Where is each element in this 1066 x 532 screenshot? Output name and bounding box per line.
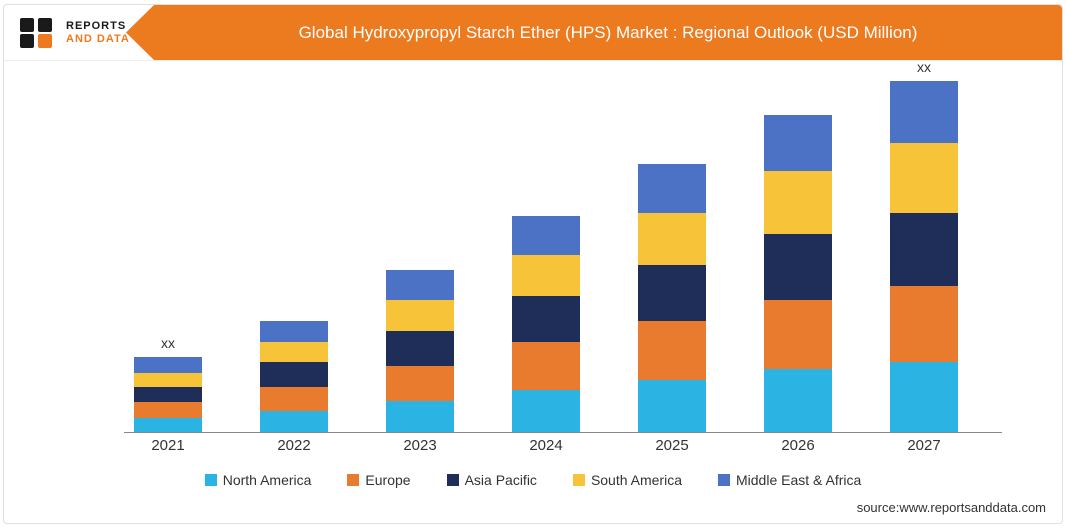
bar-segment [260, 411, 328, 432]
bar-segment [638, 265, 706, 321]
legend-swatch [205, 474, 217, 486]
legend-swatch [447, 474, 459, 486]
bar-segment [638, 213, 706, 265]
logo-line1: REPORTS [66, 20, 130, 32]
x-label: 2027 [890, 437, 958, 454]
legend-item: Middle East & Africa [718, 472, 861, 488]
bar-segment [512, 296, 580, 341]
legend-swatch [347, 474, 359, 486]
bar-segment [764, 300, 832, 370]
bar-segment [764, 171, 832, 234]
header: REPORTS AND DATA Global Hydroxypropyl St… [4, 5, 1062, 61]
legend-item: South America [573, 472, 682, 488]
legend-label: North America [223, 472, 312, 488]
legend-label: Middle East & Africa [736, 472, 861, 488]
bar-segment [386, 331, 454, 366]
bar-segment [890, 362, 958, 432]
chart-card: REPORTS AND DATA Global Hydroxypropyl St… [3, 4, 1063, 524]
bar-segment [260, 362, 328, 386]
x-label: 2025 [638, 437, 706, 454]
legend-swatch [718, 474, 730, 486]
legend-label: Asia Pacific [465, 472, 537, 488]
bar-segment [890, 213, 958, 286]
bar-segment [512, 342, 580, 391]
x-label: 2024 [512, 437, 580, 454]
bar-segment [260, 321, 328, 342]
bar-segment [512, 390, 580, 432]
source-text: source:www.reportsanddata.com [857, 500, 1046, 515]
bar-segment [134, 387, 202, 403]
bar-segment [890, 286, 958, 363]
bar-2023 [386, 270, 454, 432]
bar-segment [134, 373, 202, 387]
bar-segment [134, 357, 202, 373]
bar-segment [638, 380, 706, 432]
logo-line2: AND DATA [66, 33, 130, 45]
title-bar: Global Hydroxypropyl Starch Ether (HPS) … [154, 5, 1062, 60]
logo-icon [20, 18, 58, 48]
bar-2022 [260, 321, 328, 432]
x-axis-labels: 2021 2022 2023 2024 2025 2026 2027 [124, 437, 1002, 459]
bar-segment [386, 401, 454, 432]
bar-segment [638, 164, 706, 213]
logo-text: REPORTS AND DATA [66, 20, 130, 44]
bar-segment [512, 255, 580, 297]
x-label: 2026 [764, 437, 832, 454]
bar-2025 [638, 164, 706, 432]
bar-segment [386, 366, 454, 401]
chart-title: Global Hydroxypropyl Starch Ether (HPS) … [299, 23, 918, 43]
x-label: 2023 [386, 437, 454, 454]
bar-2026 [764, 115, 832, 432]
bar-segment [512, 216, 580, 254]
bar-annotation: xx [890, 59, 958, 75]
x-label: 2022 [260, 437, 328, 454]
legend-swatch [573, 474, 585, 486]
bar-segment [764, 369, 832, 432]
bar-2021 [134, 357, 202, 432]
legend-item: Asia Pacific [447, 472, 537, 488]
legend: North America Europe Asia Pacific South Ame… [4, 472, 1062, 489]
bar-segment [890, 143, 958, 213]
legend-label: South America [591, 472, 682, 488]
bar-segment [638, 321, 706, 380]
bar-segment [134, 418, 202, 432]
bar-segment [764, 115, 832, 171]
bar-segment [134, 402, 202, 418]
bar-segment [386, 300, 454, 331]
bar-2024 [512, 216, 580, 432]
bar-segment [260, 387, 328, 411]
legend-label: Europe [365, 472, 410, 488]
bar-segment [764, 234, 832, 300]
legend-item: North America [205, 472, 312, 488]
bar-segment [260, 342, 328, 363]
legend-item: Europe [347, 472, 410, 488]
x-label: 2021 [134, 437, 202, 454]
bar-2027 [890, 81, 958, 432]
bar-segment [890, 81, 958, 144]
bar-segment [386, 270, 454, 300]
bar-annotation: xx [134, 335, 202, 351]
chart-plot-area: xxxx [124, 85, 1002, 433]
